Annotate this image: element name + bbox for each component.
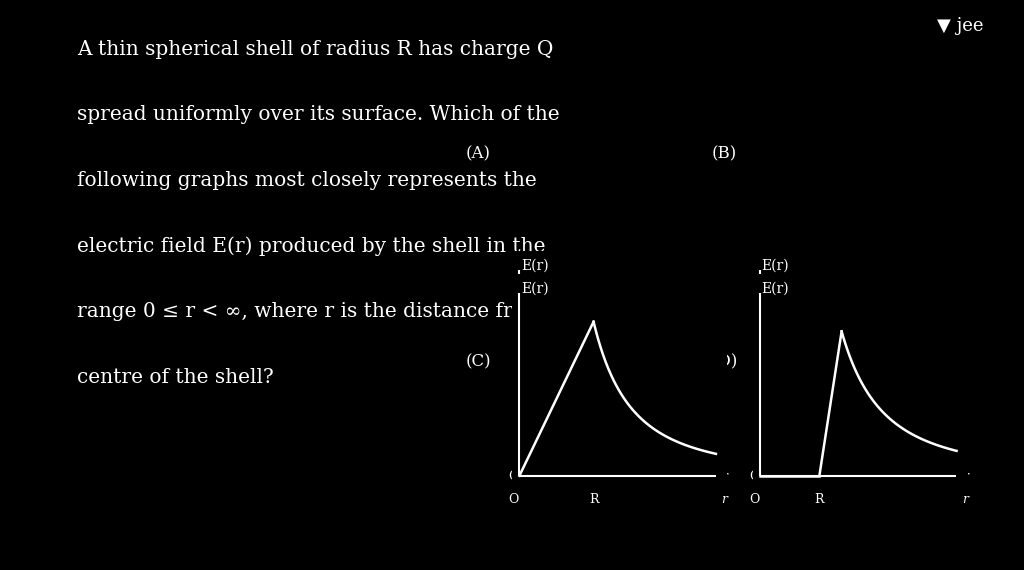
Text: r: r (962, 470, 968, 483)
Text: (D): (D) (712, 353, 738, 370)
Text: r: r (721, 493, 727, 506)
Text: E(r): E(r) (521, 259, 549, 272)
Text: spread uniformly over its surface. Which of the: spread uniformly over its surface. Which… (77, 105, 559, 124)
Text: electric field E(r) produced by the shell in the: electric field E(r) produced by the shel… (77, 237, 546, 256)
Text: R: R (589, 470, 598, 483)
Text: R: R (815, 470, 824, 483)
Text: r: r (721, 470, 727, 483)
Text: range 0 ≤ r < ∞, where r is the distance from the: range 0 ≤ r < ∞, where r is the distance… (77, 302, 584, 321)
Text: following graphs most closely represents the: following graphs most closely represents… (77, 171, 537, 190)
Text: (A): (A) (466, 145, 490, 162)
Text: (B): (B) (712, 145, 737, 162)
Text: (C): (C) (466, 353, 492, 370)
Text: centre of the shell?: centre of the shell? (77, 368, 273, 386)
Text: E(r): E(r) (521, 282, 549, 295)
Text: r: r (962, 493, 968, 506)
Text: E(r): E(r) (762, 282, 790, 295)
Text: A thin spherical shell of radius R has charge Q: A thin spherical shell of radius R has c… (77, 40, 553, 59)
Text: ▼ jee: ▼ jee (937, 17, 983, 35)
Text: O: O (508, 493, 519, 506)
Text: O: O (749, 470, 760, 483)
Text: E(r): E(r) (762, 259, 790, 272)
Text: R: R (589, 493, 598, 506)
Text: O: O (508, 470, 519, 483)
Text: O: O (749, 493, 760, 506)
Text: R: R (815, 493, 824, 506)
